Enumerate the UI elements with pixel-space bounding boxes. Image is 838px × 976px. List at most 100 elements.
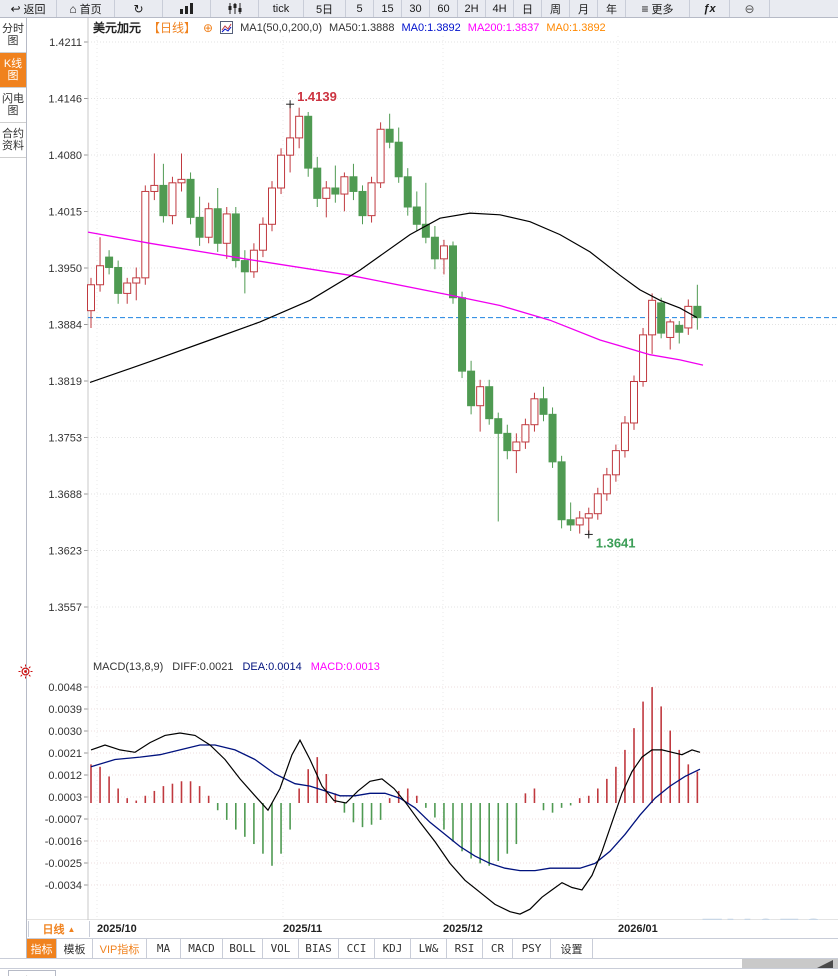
toolbar-button-label: tick xyxy=(272,2,290,15)
macd-settings-label: MACD(13,8,9) xyxy=(93,661,164,673)
svg-text:-0.0016: -0.0016 xyxy=(45,836,82,848)
toolbar-button-label: 2H xyxy=(464,2,479,15)
toolbar-button-label: 4H xyxy=(492,2,507,15)
toolbar-button-label: 年 xyxy=(606,3,617,16)
macd-diff-value: DIFF:0.0021 xyxy=(172,661,234,673)
tab-boll[interactable]: BOLL xyxy=(223,939,263,958)
toolbar-button-period-week[interactable]: 周 xyxy=(542,0,570,17)
macd-value: MACD:0.0013 xyxy=(310,661,380,673)
tab-template[interactable]: 模板 xyxy=(57,939,93,958)
toolbar-button-label: 周 xyxy=(550,3,561,16)
high-annotation: 1.4139 xyxy=(297,89,337,104)
svg-text:1.3884: 1.3884 xyxy=(48,320,82,332)
svg-text:1.4146: 1.4146 xyxy=(48,94,82,106)
tab-bias[interactable]: BIAS xyxy=(299,939,339,958)
period-selector[interactable]: 日线 ▲ xyxy=(28,921,90,937)
scrollbar-track[interactable] xyxy=(742,959,838,968)
toolbar-button-more[interactable]: ≡ 更多 xyxy=(626,0,690,17)
dea-line xyxy=(90,744,701,872)
tab-cr[interactable]: CR xyxy=(483,939,513,958)
horizontal-scrollbar[interactable] xyxy=(0,958,838,968)
toolbar-button-tick[interactable]: tick xyxy=(259,0,304,17)
ma50-line xyxy=(89,212,698,383)
main-panel: 1.4211 1.4146 1.4080 1.4015 1.3950 1.3884 1.38… xyxy=(48,37,838,614)
toolbar-button-fx[interactable]: ƒx xyxy=(690,0,730,17)
tab-macd[interactable]: MACD xyxy=(181,939,223,958)
tab-ma[interactable]: MA xyxy=(147,939,181,958)
hot-indicator-icon[interactable] xyxy=(18,664,33,684)
back-arrow-icon: ↩ xyxy=(10,1,21,16)
ma50-value: MA50:1.3888 xyxy=(329,21,395,34)
ma-settings-label: MA1(50,0,200,0) xyxy=(240,21,323,34)
tab-kdj[interactable]: KDJ xyxy=(375,939,411,958)
macd-dea-value: DEA:0.0014 xyxy=(242,661,302,673)
toolbar-button-period-4h[interactable]: 4H xyxy=(486,0,514,17)
toolbar-button-period-5[interactable]: 5 xyxy=(346,0,374,17)
toolbar-button-period-5d[interactable]: 5日 xyxy=(304,0,346,17)
toolbar-button-period-30[interactable]: 30 xyxy=(402,0,430,17)
toolbar-button-label: 5日 xyxy=(315,3,334,16)
toolbar-button-zoom-out[interactable]: ⊖ xyxy=(730,0,770,17)
svg-text:1.4080: 1.4080 xyxy=(48,150,82,162)
scrollbar-resize-wedge[interactable] xyxy=(817,960,833,968)
svg-text:0.0012: 0.0012 xyxy=(48,770,82,782)
indicator-tabs: 指标 模板 VIP指标 MA MACD BOLL VOL BIAS CCI KDJ LW& RSI CR… xyxy=(27,938,838,958)
toolbar-button-period-year[interactable]: 年 xyxy=(598,0,626,17)
toolbar-button-refresh[interactable]: ↻ xyxy=(115,0,163,17)
triangle-up-icon: ▲ xyxy=(67,924,76,934)
svg-text:1.3819: 1.3819 xyxy=(48,376,82,388)
tab-vip-indicator[interactable]: VIP指标 xyxy=(93,939,147,958)
toolbar-button-label: 15 xyxy=(381,2,394,15)
toolbar-button-chart-type-bar[interactable] xyxy=(163,0,211,17)
tab-settings[interactable]: 设置 xyxy=(551,939,593,958)
toolbar-button-period-month[interactable]: 月 xyxy=(570,0,598,17)
tab-indicator[interactable]: 指标 xyxy=(27,939,57,958)
sidebar-item-contract-info[interactable]: 合约资料 xyxy=(0,123,26,158)
macd-panel: 0.0048 0.0039 0.0030 0.0021 0.0012 0.0003 -0.0… xyxy=(45,682,838,892)
toolbar-button-back[interactable]: ↩ 返回 xyxy=(0,0,57,17)
symbol-title: 美元加元 xyxy=(93,21,142,35)
toolbar-button-label: 30 xyxy=(409,2,422,15)
zoom-out-icon: ⊖ xyxy=(744,1,755,16)
refresh-icon: ↻ xyxy=(133,1,144,16)
svg-text:1.3623: 1.3623 xyxy=(48,546,82,558)
svg-text:0.0003: 0.0003 xyxy=(48,792,82,804)
svg-text:1.3753: 1.3753 xyxy=(48,433,82,445)
tab-vol[interactable]: VOL xyxy=(263,939,299,958)
svg-text:1.3688: 1.3688 xyxy=(48,489,82,501)
ma200-line xyxy=(87,231,704,366)
bottom-partial-row: 资讯 xyxy=(0,968,838,976)
plus-circle-icon[interactable]: ⊕ xyxy=(203,20,214,35)
toolbar-button-period-day[interactable]: 日 xyxy=(514,0,542,17)
sidebar-item-kline-chart[interactable]: K线图 xyxy=(0,53,26,88)
candles xyxy=(87,104,702,535)
tab-lw[interactable]: LW& xyxy=(411,939,447,958)
mini-chart-icon[interactable] xyxy=(220,21,234,34)
svg-text:1.4015: 1.4015 xyxy=(48,207,82,219)
ma0-blue-value: MA0:1.3892 xyxy=(401,21,461,34)
svg-text:1.4211: 1.4211 xyxy=(49,37,82,49)
toolbar-button-period-2h[interactable]: 2H xyxy=(458,0,486,17)
low-annotation: 1.3641 xyxy=(596,535,636,550)
tab-psy[interactable]: PSY xyxy=(513,939,551,958)
toolbar-button-label: 日 xyxy=(522,3,533,16)
home-icon: ⌂ xyxy=(69,1,77,16)
toolbar-button-home[interactable]: ⌂ 首页 xyxy=(57,0,115,17)
toolbar-button-label: 60 xyxy=(437,2,450,15)
tab-rsi[interactable]: RSI xyxy=(447,939,483,958)
svg-text:-0.0025: -0.0025 xyxy=(45,858,82,870)
svg-text:-0.0034: -0.0034 xyxy=(45,880,82,892)
svg-text:1.3557: 1.3557 xyxy=(48,602,82,614)
toolbar-button-period-60[interactable]: 60 xyxy=(430,0,458,17)
sidebar-item-lightning-chart[interactable]: 闪电图 xyxy=(0,88,26,123)
chart-header: 美元加元 【日线】 ⊕ MA1(50,0,200,0) MA50:1.3888 … xyxy=(93,19,606,36)
tab-news[interactable]: 资讯 xyxy=(8,970,56,976)
sidebar-item-timeshare-chart[interactable]: 分时图 xyxy=(0,18,26,53)
x-axis-label: 2026/01 xyxy=(618,923,658,935)
toolbar-button-period-15[interactable]: 15 xyxy=(374,0,402,17)
tab-cci[interactable]: CCI xyxy=(339,939,375,958)
macd-header: MACD(13,8,9) DIFF:0.0021 DEA:0.0014 MACD… xyxy=(93,661,380,673)
toolbar-button-chart-type-candle[interactable] xyxy=(211,0,259,17)
